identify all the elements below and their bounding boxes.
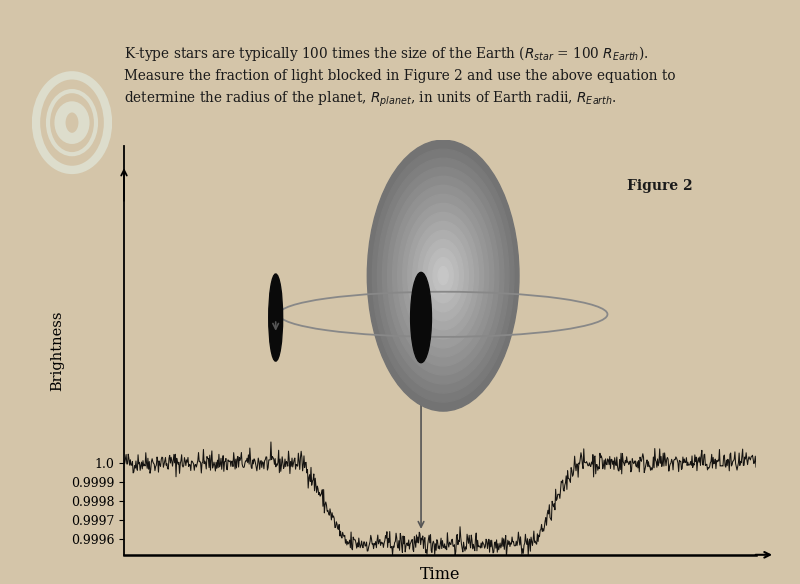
Text: K-type stars are typically 100 times the size of the Earth ($R_{star}$ = 100 $R_: K-type stars are typically 100 times the…	[124, 44, 675, 109]
Ellipse shape	[433, 258, 454, 294]
Ellipse shape	[410, 272, 431, 363]
Ellipse shape	[393, 185, 494, 366]
Text: Figure 2: Figure 2	[627, 179, 693, 193]
Ellipse shape	[423, 239, 463, 312]
Ellipse shape	[418, 231, 469, 321]
Ellipse shape	[408, 213, 478, 339]
Ellipse shape	[382, 167, 504, 384]
Ellipse shape	[438, 266, 448, 284]
Ellipse shape	[378, 158, 509, 393]
Ellipse shape	[428, 249, 458, 303]
Ellipse shape	[387, 176, 498, 375]
Y-axis label: Brightness: Brightness	[50, 310, 64, 391]
Ellipse shape	[413, 221, 474, 330]
Ellipse shape	[367, 140, 519, 411]
Ellipse shape	[269, 274, 282, 361]
X-axis label: Time: Time	[420, 566, 460, 583]
Ellipse shape	[398, 194, 489, 357]
Ellipse shape	[402, 203, 484, 348]
Ellipse shape	[372, 149, 514, 402]
